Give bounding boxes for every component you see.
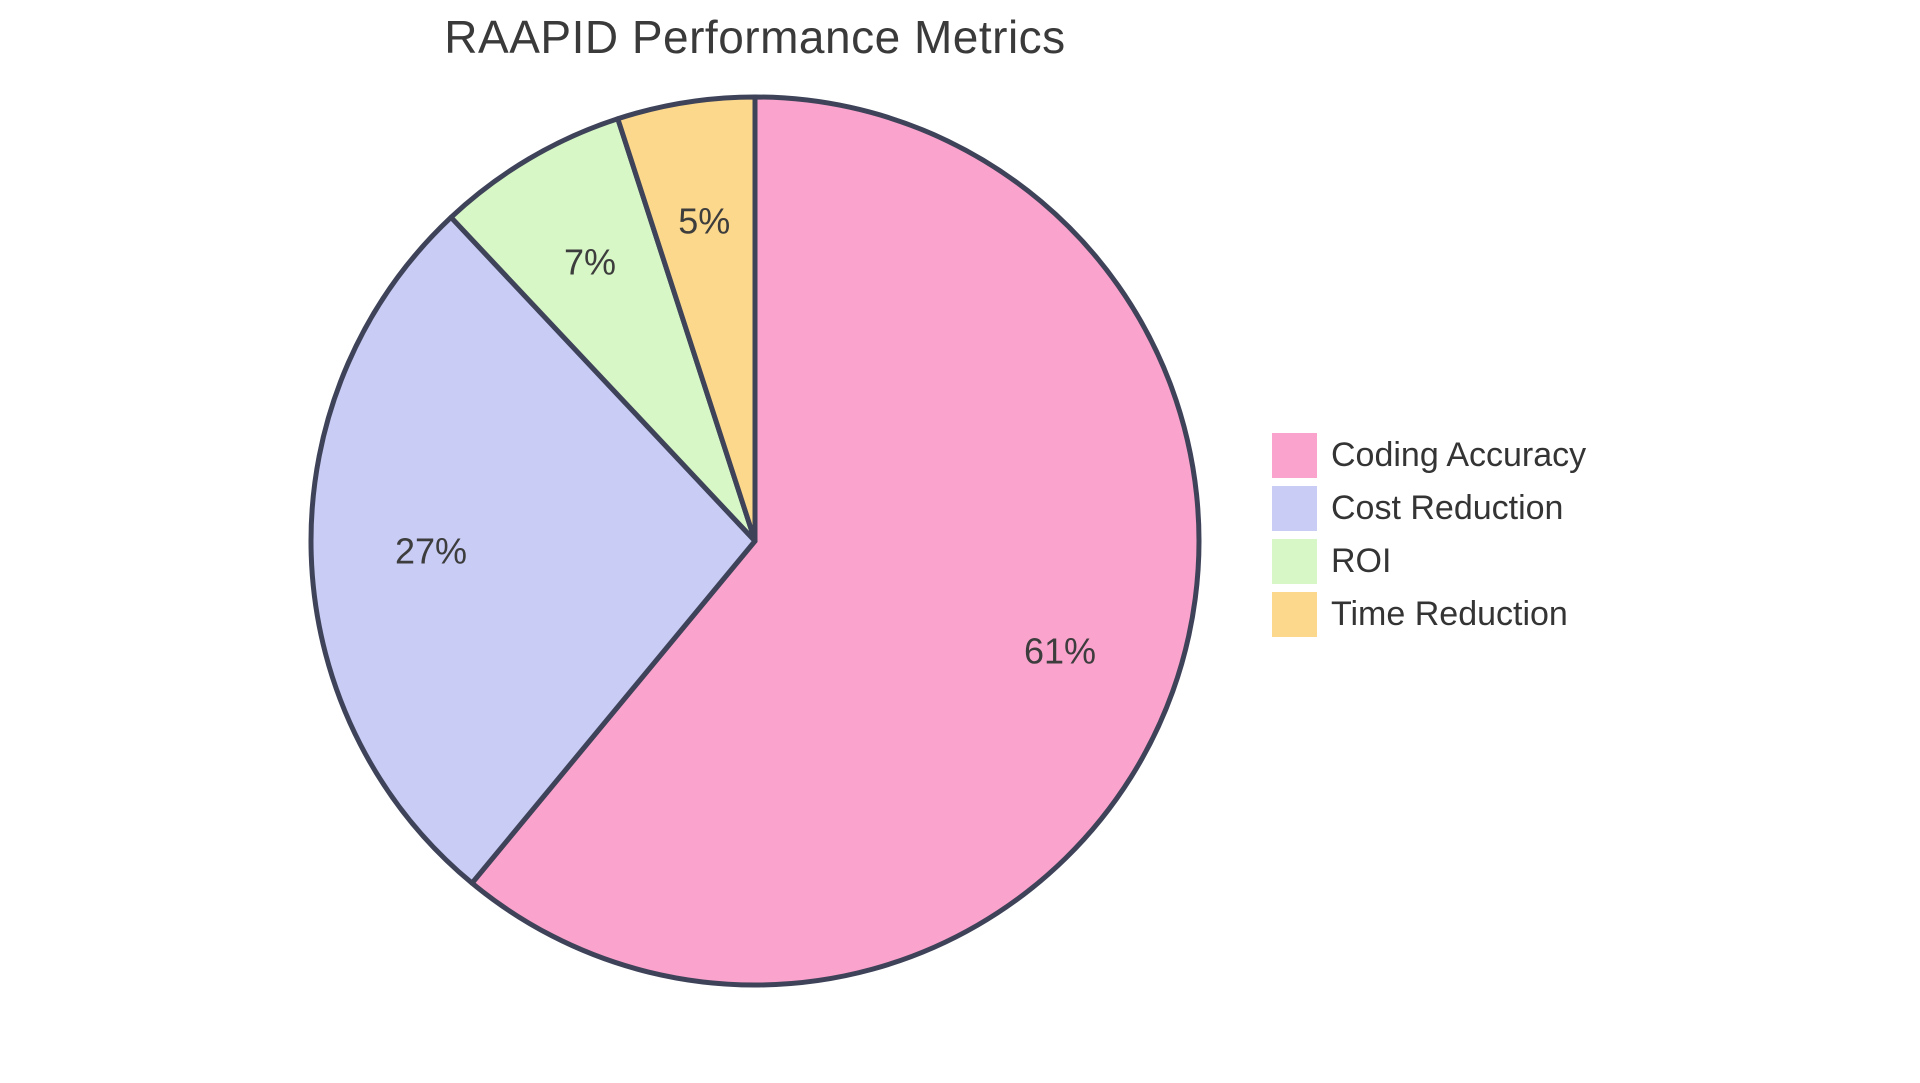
chart-legend: Coding Accuracy Cost Reduction ROI Time Red… <box>1272 433 1586 637</box>
pie-slice-roi <box>448 116 758 544</box>
pie-slice-coding-accuracy <box>469 94 1202 988</box>
legend-swatch <box>1272 486 1317 531</box>
legend-item-time-reduction: Time Reduction <box>1272 592 1586 637</box>
legend-item-roi: ROI <box>1272 539 1586 584</box>
pie-slice-time-reduction <box>615 94 758 544</box>
legend-swatch <box>1272 433 1317 478</box>
legend-label: Coding Accuracy <box>1331 436 1587 474</box>
legend-swatch <box>1272 539 1317 584</box>
pie-percent-label: 61% <box>1024 630 1096 671</box>
legend-label: Time Reduction <box>1331 595 1568 633</box>
pie-slice-cost-reduction <box>308 214 758 886</box>
legend-swatch <box>1272 592 1317 637</box>
legend-label: ROI <box>1331 542 1392 580</box>
legend-label: Cost Reduction <box>1331 489 1564 527</box>
chart-title: RAAPID Performance Metrics <box>444 11 1066 63</box>
pie-percent-label: 27% <box>395 531 467 572</box>
pie-percent-label: 5% <box>678 200 730 241</box>
legend-item-coding-accuracy: Coding Accuracy <box>1272 433 1586 478</box>
pie-percent-label: 7% <box>564 242 616 283</box>
legend-item-cost-reduction: Cost Reduction <box>1272 486 1586 531</box>
